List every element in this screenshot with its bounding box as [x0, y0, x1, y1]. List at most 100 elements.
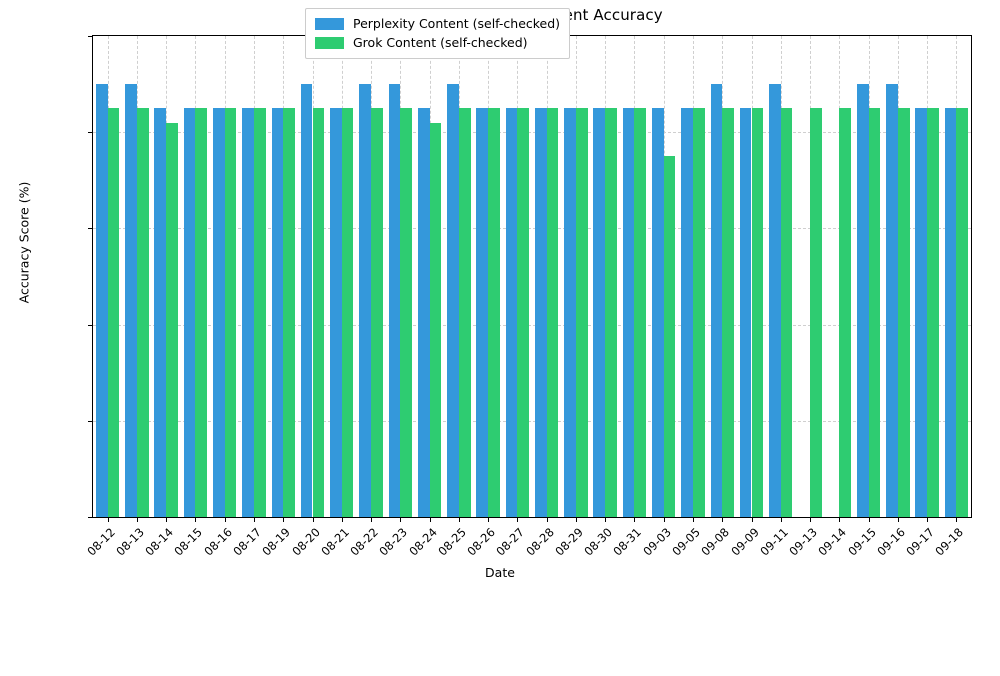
y-tick — [88, 324, 93, 326]
bar — [95, 84, 108, 517]
x-tick — [839, 517, 841, 522]
bar — [136, 108, 149, 517]
bar — [722, 108, 734, 517]
bar — [634, 108, 647, 517]
x-tick — [136, 517, 138, 522]
chart-figure: Cybersecurity - AI Model Content Accurac… — [16, 6, 972, 580]
x-tick — [956, 517, 958, 522]
bar — [107, 108, 120, 517]
bar — [915, 108, 928, 517]
bar — [417, 108, 430, 517]
plot-frame: 02040608010008-1208-1308-1408-1508-1608-… — [84, 35, 972, 559]
bar — [868, 108, 881, 517]
bar — [388, 84, 401, 517]
bar — [810, 108, 822, 517]
bar — [359, 84, 372, 517]
bar — [195, 108, 208, 517]
y-gridline — [93, 324, 971, 326]
bar — [242, 108, 254, 517]
x-tick — [371, 517, 373, 522]
bar — [458, 108, 471, 517]
legend-label: Grok Content (self-checked) — [353, 35, 528, 50]
x-tick — [107, 517, 109, 522]
bar — [312, 108, 325, 517]
bar — [605, 108, 617, 517]
bar — [944, 108, 957, 517]
x-tick — [546, 517, 548, 522]
x-tick — [166, 517, 168, 522]
y-gridline — [93, 228, 971, 230]
bar — [271, 108, 284, 517]
bar — [575, 108, 588, 517]
bar — [371, 108, 383, 517]
bar — [927, 108, 939, 517]
bar — [593, 108, 606, 517]
bar — [663, 156, 676, 517]
x-tick — [253, 517, 255, 522]
legend-swatch — [315, 17, 344, 30]
bar — [283, 108, 295, 517]
bar — [956, 108, 969, 517]
plot-area — [93, 36, 971, 517]
x-tick — [224, 517, 226, 522]
x-tick — [751, 517, 753, 522]
legend-item: Grok Content (self-checked) — [315, 33, 560, 52]
x-tick — [927, 517, 929, 522]
bar — [400, 108, 412, 517]
x-tick — [810, 517, 812, 522]
x-tick — [575, 517, 577, 522]
y-tick — [88, 36, 93, 37]
bar — [447, 84, 459, 517]
legend-swatch — [315, 36, 344, 49]
bar — [546, 108, 559, 517]
bar — [897, 108, 910, 517]
bar — [488, 108, 500, 517]
bar — [681, 108, 693, 517]
bar — [710, 84, 723, 517]
x-tick — [283, 517, 285, 522]
bar — [212, 108, 225, 517]
y-tick — [88, 517, 93, 518]
bar — [429, 122, 442, 517]
x-axis-label: Date — [485, 565, 515, 580]
x-tick — [400, 517, 402, 522]
x-tick — [517, 517, 519, 522]
bar — [300, 84, 313, 517]
y-tick — [88, 228, 93, 230]
bar — [330, 108, 342, 517]
x-tick — [868, 517, 870, 522]
bar — [125, 84, 137, 517]
y-gridline — [93, 132, 971, 134]
y-gridline — [93, 420, 971, 422]
bar — [166, 122, 178, 517]
bar — [739, 108, 752, 517]
legend-item: Perplexity Content (self-checked) — [315, 14, 560, 33]
bar — [534, 108, 547, 517]
x-tick — [341, 517, 343, 522]
x-tick — [692, 517, 694, 522]
x-tick — [429, 517, 431, 522]
x-tick — [780, 517, 782, 522]
y-tick — [88, 132, 93, 134]
bar — [692, 108, 705, 517]
x-tick — [458, 517, 460, 522]
x-tick — [605, 517, 607, 522]
x-tick — [634, 517, 636, 522]
bar — [517, 108, 530, 517]
bar — [183, 108, 196, 517]
y-tick — [88, 420, 93, 422]
chart-legend: Perplexity Content (self-checked) Grok Co… — [305, 8, 571, 59]
legend-label: Perplexity Content (self-checked) — [353, 16, 561, 31]
y-axis-label: Accuracy Score (%) — [16, 181, 32, 304]
x-tick — [312, 517, 314, 522]
x-tick — [195, 517, 197, 522]
x-tick — [897, 517, 899, 522]
x-tick — [488, 517, 490, 522]
bar — [780, 108, 793, 517]
x-tick — [663, 517, 665, 522]
bar — [224, 108, 237, 517]
bar — [564, 108, 576, 517]
bar — [154, 108, 167, 517]
bar — [341, 108, 354, 517]
bar — [839, 108, 851, 517]
